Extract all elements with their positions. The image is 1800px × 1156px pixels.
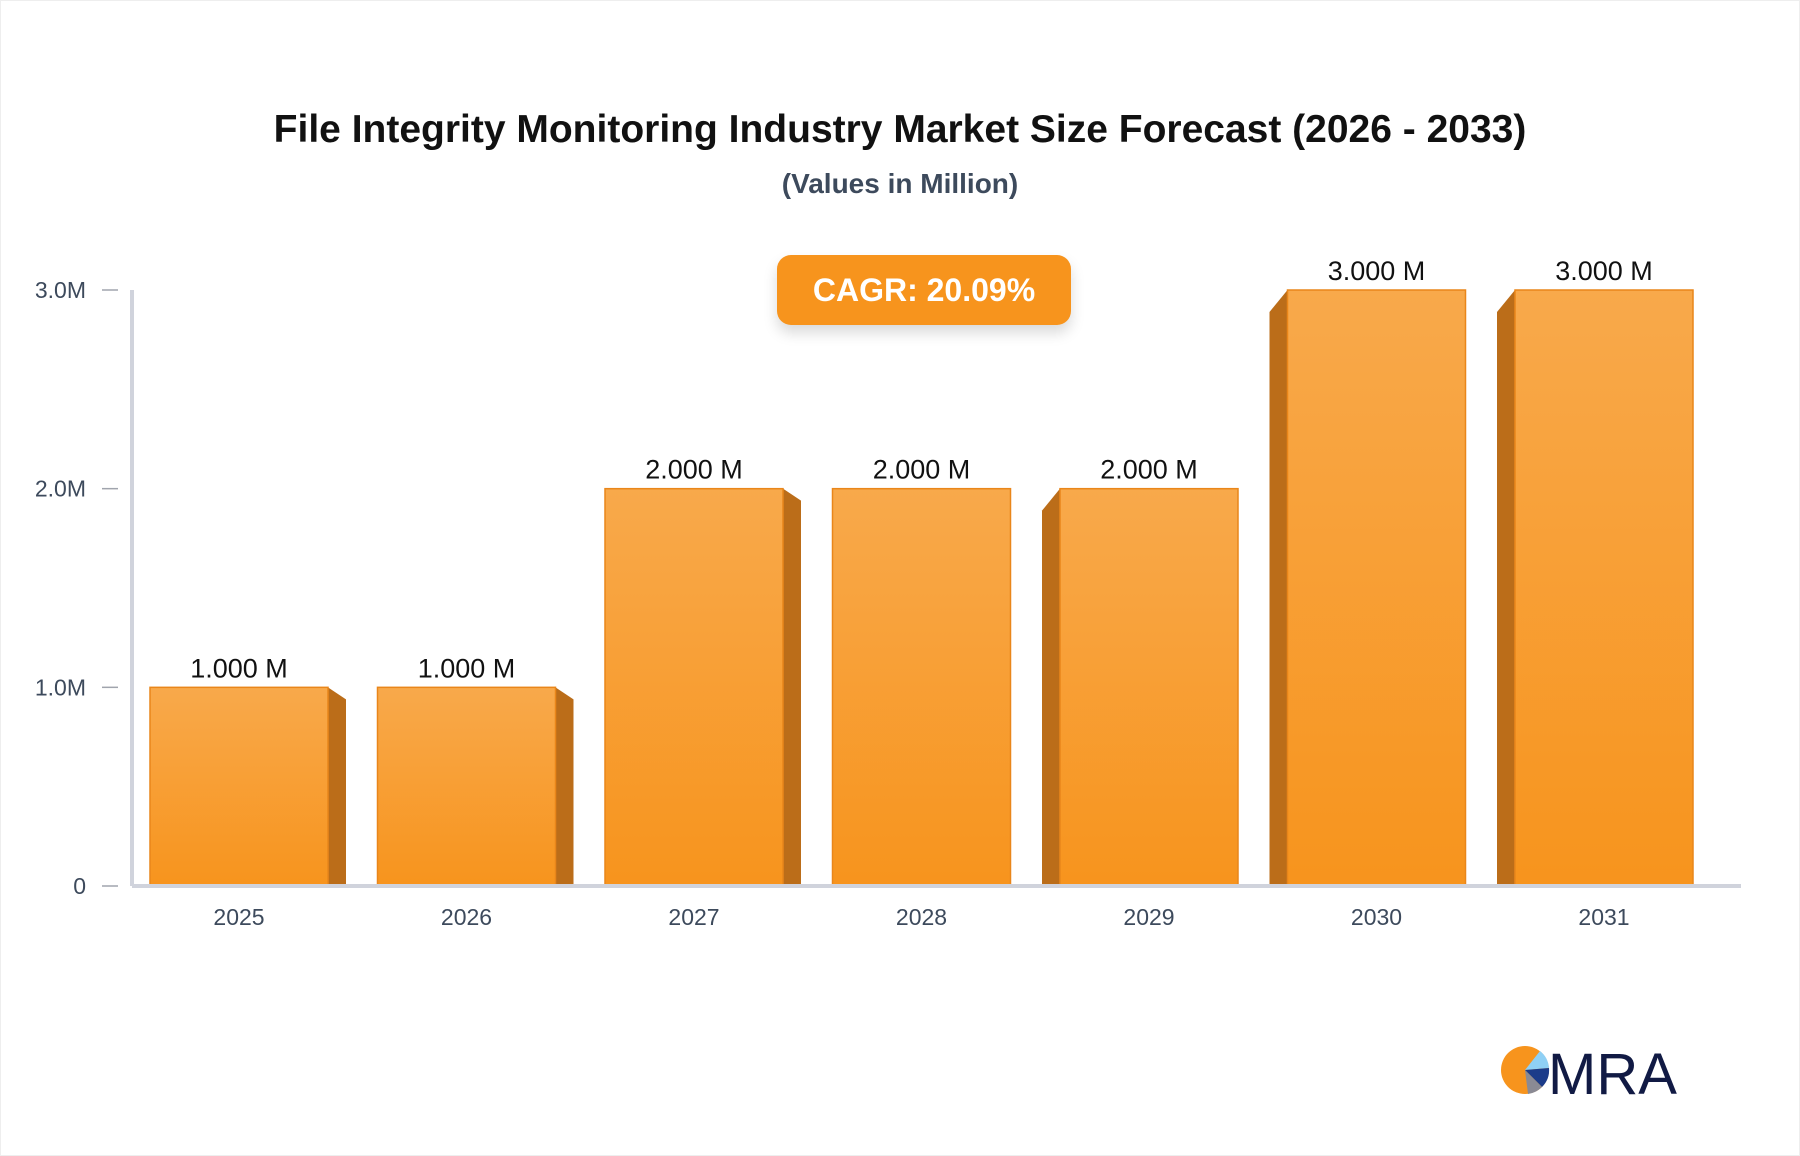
x-tick-label: 2028	[896, 904, 947, 930]
x-tick-label: 2031	[1578, 904, 1629, 930]
bar-side	[1042, 488, 1060, 886]
chart-subtitle: (Values in Million)	[781, 168, 1019, 199]
data-label: 1.000 M	[190, 653, 288, 683]
y-tick-label: 1.0M	[35, 674, 86, 700]
x-tick-label: 2029	[1123, 904, 1174, 930]
chart-title: File Integrity Monitoring Industry Marke…	[273, 108, 1527, 151]
cagr-badge: CAGR: 20.09%	[777, 255, 1071, 325]
bar-side	[1269, 290, 1288, 886]
data-label: 3.000 M	[1328, 256, 1426, 286]
y-tick-label: 3.0M	[35, 277, 86, 303]
data-label: 2.000 M	[645, 455, 743, 485]
bar-side	[1497, 290, 1515, 886]
x-tick-label: 2030	[1351, 904, 1402, 930]
bar	[831, 487, 1012, 887]
bar	[149, 686, 329, 887]
data-label: 2.000 M	[1100, 455, 1198, 485]
x-tick-label: 2025	[213, 904, 264, 930]
bar	[376, 686, 557, 887]
y-tick-label: 0	[73, 873, 86, 899]
y-tick-label: 2.0M	[35, 476, 86, 502]
bar-side	[328, 687, 346, 886]
data-label: 1.000 M	[418, 653, 516, 683]
bar	[1286, 289, 1467, 887]
bar	[604, 487, 784, 887]
logo-text: MRA	[1548, 1042, 1677, 1100]
x-tick-label: 2026	[441, 904, 492, 930]
data-label: 3.000 M	[1555, 256, 1653, 286]
x-tick-label: 2027	[668, 904, 719, 930]
mra-logo: MRA	[1500, 1040, 1700, 1107]
bar-side	[555, 687, 574, 886]
data-label: 2.000 M	[873, 455, 971, 485]
bar	[1059, 487, 1239, 887]
bar	[1514, 289, 1694, 887]
bar-side	[783, 488, 801, 886]
